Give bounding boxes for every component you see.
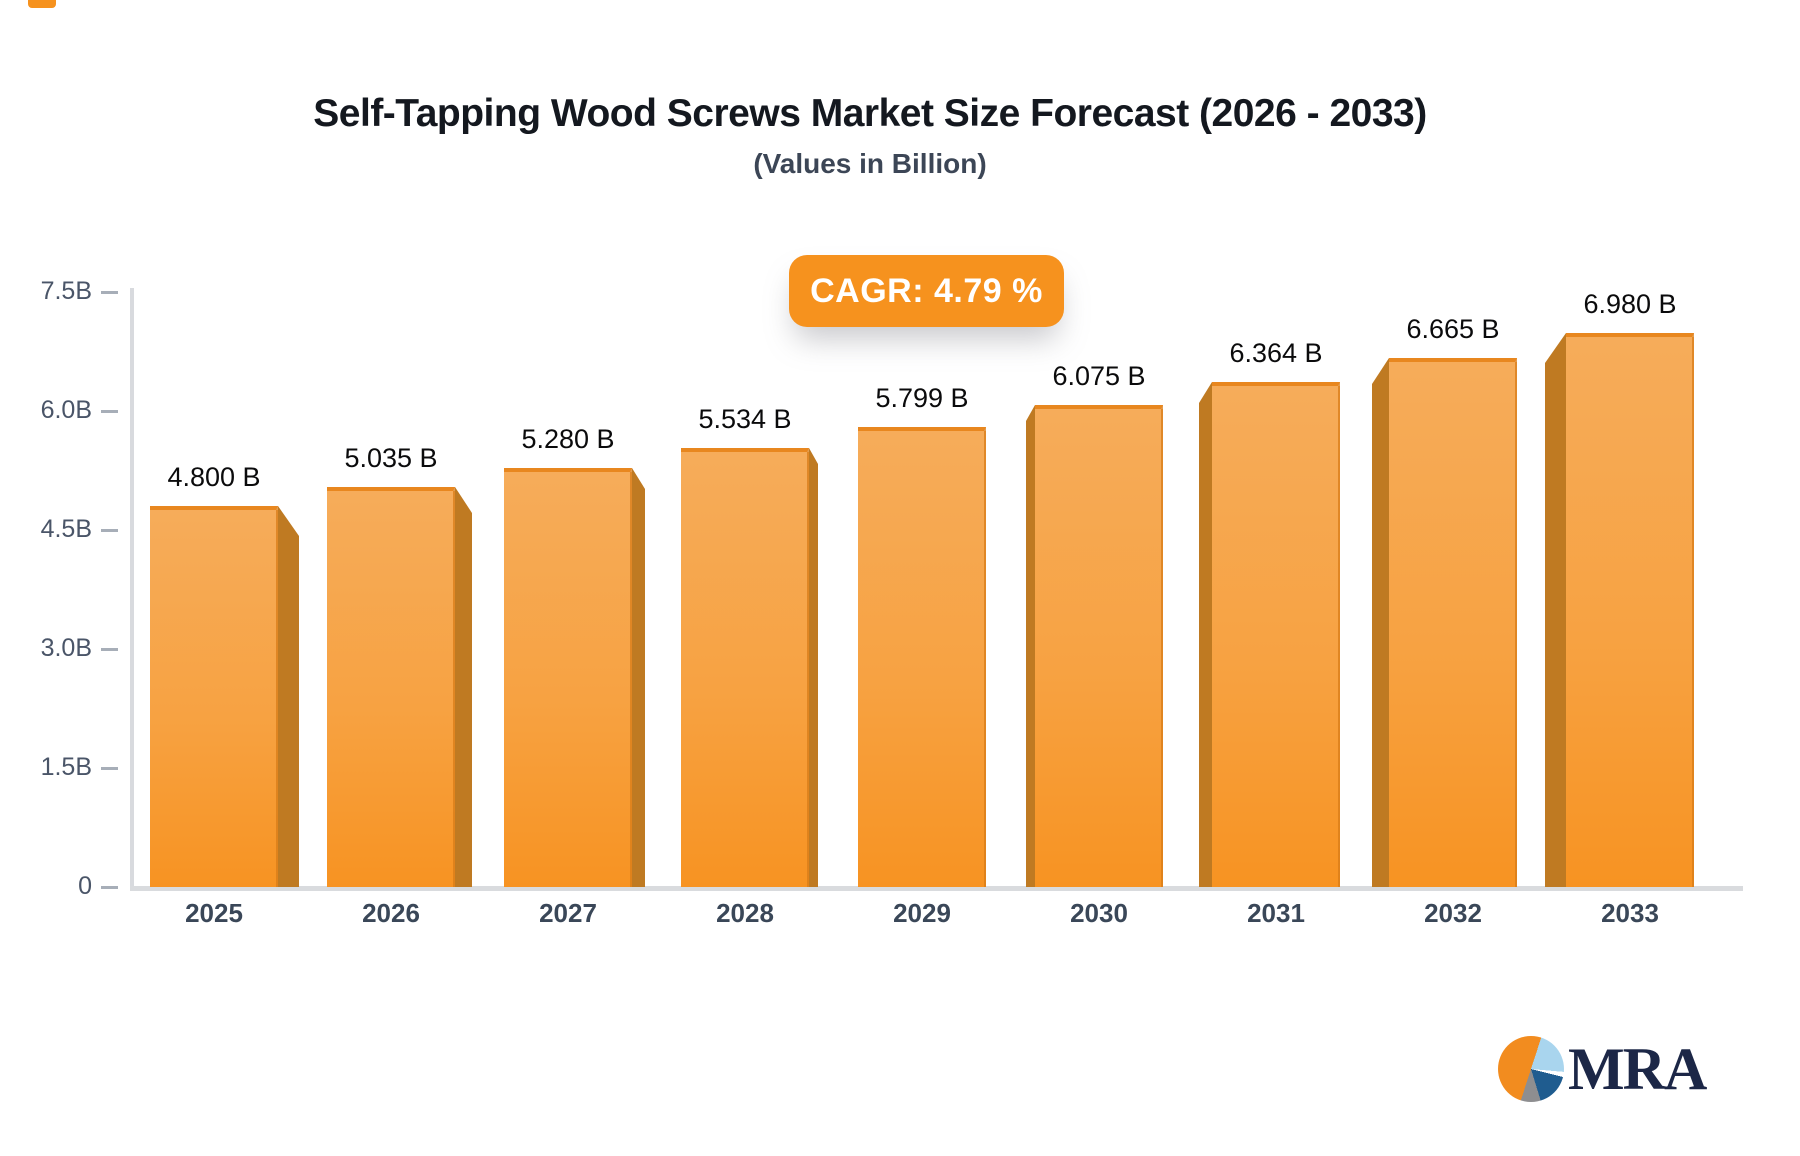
- bar-value-label: 5.280 B: [521, 424, 615, 454]
- bar-value-label: 6.364 B: [1229, 338, 1323, 368]
- y-axis-tick-label: 3.0B: [40, 633, 92, 662]
- x-axis-label: 2031: [1247, 898, 1305, 928]
- x-axis-label: 2030: [1070, 898, 1128, 928]
- bar-side-shadow: [1545, 333, 1566, 887]
- y-axis-tick-label: 4.5B: [40, 514, 92, 543]
- y-axis-tick-mark: [101, 766, 118, 770]
- logo-text: MRA: [1568, 1036, 1707, 1102]
- bar-2028: [681, 448, 809, 887]
- cagr-badge: CAGR: 4.79 %: [789, 255, 1064, 327]
- bar-value-label: 5.534 B: [698, 404, 792, 434]
- bar-side-shadow: [1026, 405, 1035, 887]
- bar-2026: [327, 487, 455, 887]
- bar-side-shadow: [1372, 358, 1389, 887]
- x-axis-label: 2028: [716, 898, 774, 928]
- mra-logo: MRA: [1498, 1036, 1707, 1102]
- bar-value-label: 4.800 B: [167, 462, 261, 492]
- bar-2030: [1035, 405, 1163, 887]
- bar-value-label: 6.980 B: [1583, 289, 1677, 319]
- y-axis-tick-mark: [101, 886, 118, 889]
- bar-2031: [1212, 382, 1340, 887]
- bar-value-label: 5.035 B: [344, 443, 438, 473]
- x-axis-baseline: [130, 886, 1743, 891]
- bar-side-shadow: [455, 487, 472, 887]
- bar-2025: [150, 506, 278, 887]
- bar-2033: [1566, 333, 1694, 887]
- y-axis-tick-mark: [101, 647, 118, 651]
- y-axis-tick-label: 7.5B: [40, 276, 92, 305]
- chart-title: Self-Tapping Wood Screws Market Size For…: [313, 92, 1427, 135]
- bar-2029: [858, 427, 986, 887]
- bar-value-label: 5.799 B: [875, 383, 969, 413]
- y-axis-tick-label: 1.5B: [40, 752, 92, 781]
- cagr-badge-label: CAGR: 4.79 %: [810, 271, 1043, 310]
- bar-value-label: 6.665 B: [1406, 314, 1500, 344]
- y-axis-tick-label: 0: [78, 872, 92, 900]
- x-axis-label: 2032: [1424, 898, 1482, 928]
- bar-side-shadow: [809, 448, 818, 887]
- y-axis-tick-mark: [101, 290, 118, 294]
- decorative-corner-mark: [28, 0, 56, 8]
- x-axis-label: 2025: [185, 898, 243, 928]
- y-axis-tick-mark: [101, 409, 118, 413]
- x-axis-label: 2029: [893, 898, 951, 928]
- bar-2027: [504, 468, 632, 887]
- bar-side-shadow: [632, 468, 645, 887]
- x-axis-label: 2033: [1601, 898, 1659, 928]
- bar-value-label: 6.075 B: [1052, 361, 1146, 391]
- x-axis-label: 2026: [362, 898, 420, 928]
- y-axis-tick-mark: [101, 528, 118, 532]
- bar-side-shadow: [278, 506, 299, 887]
- pie-chart-logo-icon: [1498, 1036, 1564, 1102]
- y-axis-tick-label: 6.0B: [40, 395, 92, 424]
- chart-subtitle: (Values in Billion): [753, 148, 987, 179]
- x-axis-label: 2027: [539, 898, 597, 928]
- bar-2032: [1389, 358, 1517, 887]
- y-axis-line: [130, 288, 134, 891]
- bar-side-shadow: [1199, 382, 1212, 887]
